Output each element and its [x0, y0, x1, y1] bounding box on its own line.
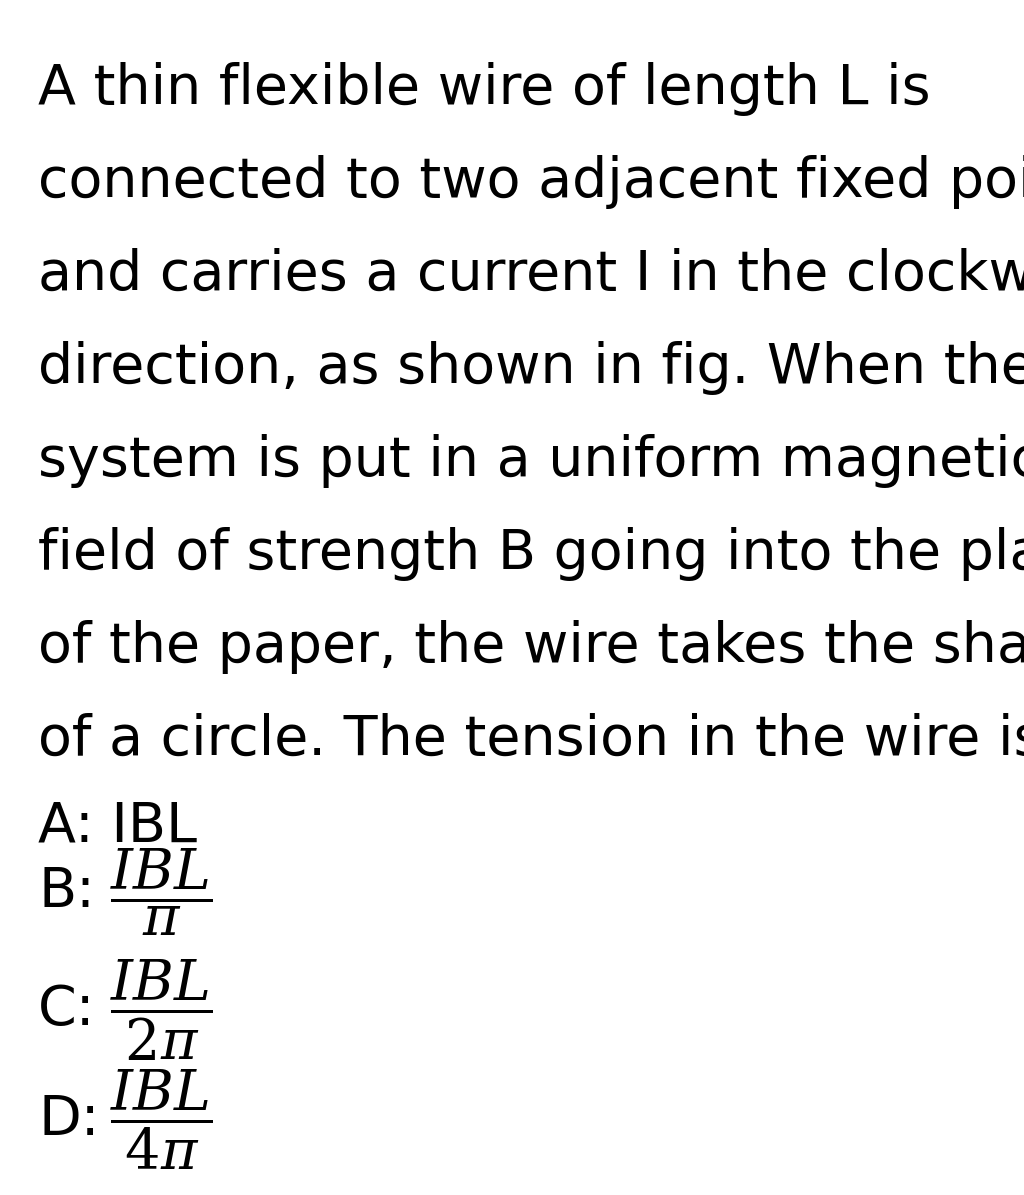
Text: $\dfrac{IBL}{\pi}$: $\dfrac{IBL}{\pi}$: [110, 846, 212, 938]
Text: $\dfrac{IBL}{4\pi}$: $\dfrac{IBL}{4\pi}$: [110, 1068, 212, 1172]
Text: A: IBL: A: IBL: [38, 799, 197, 854]
Text: connected to two adjacent fixed points: connected to two adjacent fixed points: [38, 155, 1024, 209]
Text: system is put in a uniform magnetic: system is put in a uniform magnetic: [38, 434, 1024, 488]
Text: of a circle. The tension in the wire is: of a circle. The tension in the wire is: [38, 713, 1024, 767]
Text: B:: B:: [38, 865, 95, 919]
Text: $\dfrac{IBL}{2\pi}$: $\dfrac{IBL}{2\pi}$: [110, 957, 212, 1062]
Text: field of strength B going into the plane: field of strength B going into the plane: [38, 527, 1024, 581]
Text: D:: D:: [38, 1093, 99, 1147]
Text: direction, as shown in fig. When the: direction, as shown in fig. When the: [38, 341, 1024, 396]
Text: and carries a current I in the clockwise: and carries a current I in the clockwise: [38, 249, 1024, 302]
Text: A thin flexible wire of length L is: A thin flexible wire of length L is: [38, 62, 931, 116]
Text: C:: C:: [38, 983, 95, 1037]
Text: of the paper, the wire takes the shape: of the paper, the wire takes the shape: [38, 620, 1024, 674]
